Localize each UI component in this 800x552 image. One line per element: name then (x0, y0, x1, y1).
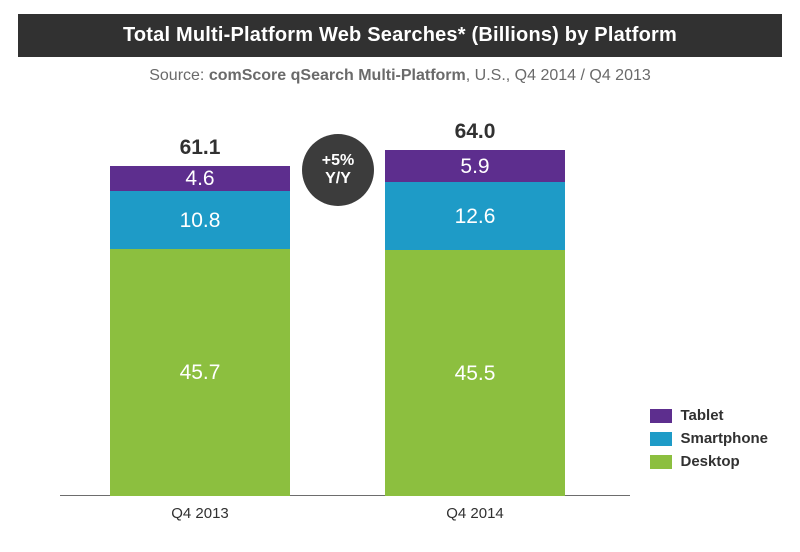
bar-q4_2013: 61.1 4.6 10.8 45.7 (110, 136, 290, 496)
segment-value-label: 5.9 (460, 156, 489, 177)
segment-smartphone: 10.8 (110, 191, 290, 249)
segment-smartphone: 12.6 (385, 182, 565, 250)
chart-area: 61.14.610.845.764.05.912.645.5 +5% Y/Y T… (0, 124, 800, 552)
legend-item-tablet: Tablet (650, 407, 768, 424)
source-strong: comScore qSearch Multi-Platform (209, 67, 466, 84)
bar-stack: 5.9 12.6 45.5 (385, 150, 565, 496)
segment-tablet: 5.9 (385, 150, 565, 182)
legend-label: Smartphone (680, 430, 768, 447)
legend-swatch-icon (650, 455, 672, 469)
legend-item-desktop: Desktop (650, 453, 768, 470)
segment-value-label: 45.7 (180, 362, 221, 383)
source-line: Source: comScore qSearch Multi-Platform,… (0, 67, 800, 85)
legend: Tablet Smartphone Desktop (650, 401, 768, 470)
segment-value-label: 12.6 (455, 206, 496, 227)
source-prefix: Source: (149, 67, 209, 84)
chart-title-bar: Total Multi-Platform Web Searches* (Bill… (18, 14, 782, 57)
bar-stack: 4.6 10.8 45.7 (110, 166, 290, 496)
legend-item-smartphone: Smartphone (650, 430, 768, 447)
yoy-badge: +5% Y/Y (302, 134, 374, 206)
segment-value-label: 10.8 (180, 210, 221, 231)
x-axis-label: Q4 2014 (385, 505, 565, 522)
segment-desktop: 45.5 (385, 250, 565, 496)
legend-label: Tablet (680, 407, 723, 424)
yoy-line2: Y/Y (325, 170, 351, 188)
segment-desktop: 45.7 (110, 249, 290, 496)
x-axis-label: Q4 2013 (110, 505, 290, 522)
segment-value-label: 45.5 (455, 363, 496, 384)
bar-total-label: 61.1 (110, 136, 290, 160)
source-suffix: , U.S., Q4 2014 / Q4 2013 (466, 67, 651, 84)
legend-label: Desktop (680, 453, 739, 470)
chart-title: Total Multi-Platform Web Searches* (Bill… (123, 24, 677, 46)
legend-swatch-icon (650, 432, 672, 446)
segment-tablet: 4.6 (110, 166, 290, 191)
yoy-line1: +5% (322, 152, 354, 170)
segment-value-label: 4.6 (185, 168, 214, 189)
bar-q4_2014: 64.0 5.9 12.6 45.5 (385, 120, 565, 496)
bar-total-label: 64.0 (385, 120, 565, 144)
legend-swatch-icon (650, 409, 672, 423)
